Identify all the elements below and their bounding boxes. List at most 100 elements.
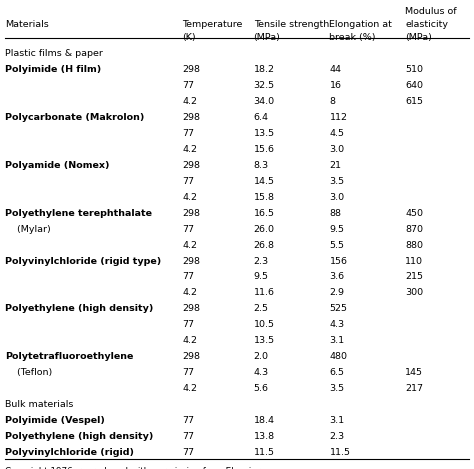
Text: 2.5: 2.5 (254, 304, 269, 313)
Text: 26.8: 26.8 (254, 241, 274, 250)
Text: 298: 298 (182, 65, 201, 74)
Text: 156: 156 (329, 257, 347, 265)
Text: 77: 77 (182, 81, 194, 90)
Text: 32.5: 32.5 (254, 81, 275, 90)
Text: 44: 44 (329, 65, 341, 74)
Text: 13.5: 13.5 (254, 336, 275, 345)
Text: 13.5: 13.5 (254, 129, 275, 138)
Text: 3.0: 3.0 (329, 145, 345, 154)
Text: Tensile strength: Tensile strength (254, 20, 329, 29)
Text: 11.5: 11.5 (254, 448, 274, 457)
Text: 4.2: 4.2 (182, 336, 198, 345)
Text: 26.0: 26.0 (254, 225, 274, 234)
Text: 77: 77 (182, 320, 194, 329)
Text: 298: 298 (182, 161, 201, 170)
Text: 77: 77 (182, 416, 194, 425)
Text: (MPa): (MPa) (405, 33, 432, 42)
Text: (K): (K) (182, 33, 196, 42)
Text: 77: 77 (182, 272, 194, 281)
Text: 215: 215 (405, 272, 423, 281)
Text: Polyvinylchloride (rigid): Polyvinylchloride (rigid) (5, 448, 134, 457)
Text: 2.3: 2.3 (329, 432, 345, 441)
Text: 2.0: 2.0 (254, 352, 269, 361)
Text: Bulk materials: Bulk materials (5, 400, 73, 409)
Text: 300: 300 (405, 288, 423, 297)
Text: Polyethylene (high density): Polyethylene (high density) (5, 304, 153, 313)
Text: 11.5: 11.5 (329, 448, 350, 457)
Text: 16: 16 (329, 81, 341, 90)
Text: 2.3: 2.3 (254, 257, 269, 265)
Text: 14.5: 14.5 (254, 177, 274, 186)
Text: 4.2: 4.2 (182, 384, 198, 393)
Text: Polyvinylchloride (rigid type): Polyvinylchloride (rigid type) (5, 257, 161, 265)
Text: 2.9: 2.9 (329, 288, 345, 297)
Text: 298: 298 (182, 304, 201, 313)
Text: Polyamide (Nomex): Polyamide (Nomex) (5, 161, 109, 170)
Text: 15.8: 15.8 (254, 193, 274, 202)
Text: 870: 870 (405, 225, 423, 234)
Text: 16.5: 16.5 (254, 209, 274, 218)
Text: Plastic films & paper: Plastic films & paper (5, 49, 102, 58)
Text: (MPa): (MPa) (254, 33, 281, 42)
Text: 8.3: 8.3 (254, 161, 269, 170)
Text: 4.3: 4.3 (329, 320, 345, 329)
Text: 4.2: 4.2 (182, 241, 198, 250)
Text: 4.2: 4.2 (182, 145, 198, 154)
Text: 3.5: 3.5 (329, 177, 345, 186)
Text: 9.5: 9.5 (329, 225, 345, 234)
Text: elasticity: elasticity (405, 20, 448, 29)
Text: Polyethylene terephthalate: Polyethylene terephthalate (5, 209, 152, 218)
Text: 4.5: 4.5 (329, 129, 345, 138)
Text: 298: 298 (182, 113, 201, 122)
Text: Polytetrafluoroethylene: Polytetrafluoroethylene (5, 352, 133, 361)
Text: 77: 77 (182, 432, 194, 441)
Text: 640: 640 (405, 81, 423, 90)
Text: (Teflon): (Teflon) (5, 368, 52, 378)
Text: Polyimide (H film): Polyimide (H film) (5, 65, 101, 74)
Text: 77: 77 (182, 448, 194, 457)
Text: 6.5: 6.5 (329, 368, 345, 378)
Text: (Mylar): (Mylar) (5, 225, 51, 234)
Text: Temperature: Temperature (182, 20, 243, 29)
Text: 15.6: 15.6 (254, 145, 274, 154)
Text: 3.1: 3.1 (329, 416, 345, 425)
Text: 21: 21 (329, 161, 341, 170)
Text: 298: 298 (182, 257, 201, 265)
Text: 11.6: 11.6 (254, 288, 274, 297)
Text: 3.0: 3.0 (329, 193, 345, 202)
Text: 480: 480 (329, 352, 347, 361)
Text: Polycarbonate (Makrolon): Polycarbonate (Makrolon) (5, 113, 144, 122)
Text: 8: 8 (329, 97, 336, 106)
Text: 18.4: 18.4 (254, 416, 274, 425)
Text: Modulus of: Modulus of (405, 7, 457, 16)
Text: 3.6: 3.6 (329, 272, 345, 281)
Text: 10.5: 10.5 (254, 320, 274, 329)
Text: 112: 112 (329, 113, 347, 122)
Text: 510: 510 (405, 65, 423, 74)
Text: 5.5: 5.5 (329, 241, 345, 250)
Text: 6.4: 6.4 (254, 113, 269, 122)
Text: Materials: Materials (5, 20, 48, 29)
Text: 3.5: 3.5 (329, 384, 345, 393)
Text: 880: 880 (405, 241, 423, 250)
Text: 298: 298 (182, 209, 201, 218)
Text: Polyethylene (high density): Polyethylene (high density) (5, 432, 153, 441)
Text: 9.5: 9.5 (254, 272, 269, 281)
Text: 4.3: 4.3 (254, 368, 269, 378)
Text: 615: 615 (405, 97, 423, 106)
Text: 13.8: 13.8 (254, 432, 275, 441)
Text: 77: 77 (182, 177, 194, 186)
Text: 450: 450 (405, 209, 423, 218)
Text: 34.0: 34.0 (254, 97, 275, 106)
Text: 5.6: 5.6 (254, 384, 269, 393)
Text: 4.2: 4.2 (182, 193, 198, 202)
Text: Elongation at: Elongation at (329, 20, 392, 29)
Text: 77: 77 (182, 368, 194, 378)
Text: Polyimide (Vespel): Polyimide (Vespel) (5, 416, 105, 425)
Text: 298: 298 (182, 352, 201, 361)
Text: 110: 110 (405, 257, 423, 265)
Text: 525: 525 (329, 304, 347, 313)
Text: 77: 77 (182, 225, 194, 234)
Text: 3.1: 3.1 (329, 336, 345, 345)
Text: 4.2: 4.2 (182, 97, 198, 106)
